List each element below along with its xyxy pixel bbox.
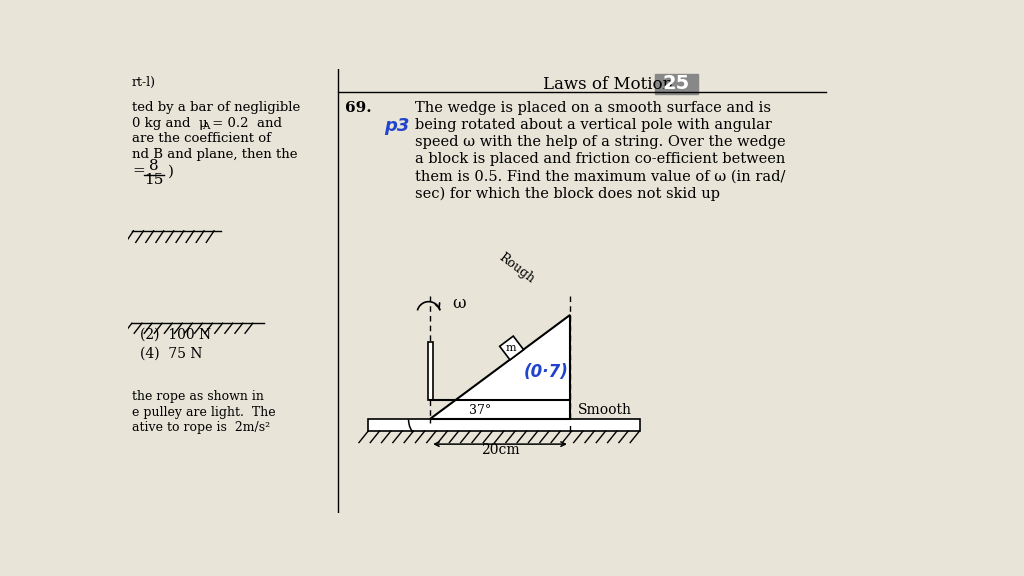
Text: The wedge is placed on a smooth surface and is: The wedge is placed on a smooth surface … xyxy=(415,101,771,115)
Text: being rotated about a vertical pole with angular: being rotated about a vertical pole with… xyxy=(415,119,772,132)
Text: ative to rope is  2m/s²: ative to rope is 2m/s² xyxy=(132,421,270,434)
Text: 25: 25 xyxy=(663,74,689,93)
Bar xyxy=(655,74,697,94)
Text: Rough: Rough xyxy=(497,250,538,285)
Text: nd B and plane, then the: nd B and plane, then the xyxy=(132,147,297,161)
Text: Smooth: Smooth xyxy=(578,403,632,417)
Text: Laws of Motion: Laws of Motion xyxy=(544,76,674,93)
Text: m: m xyxy=(506,343,516,353)
Text: (2)  100 N: (2) 100 N xyxy=(139,328,211,342)
Polygon shape xyxy=(500,336,523,360)
Text: them is 0.5. Find the maximum value of ω (in rad/: them is 0.5. Find the maximum value of ω… xyxy=(415,169,785,183)
Text: speed ω with the help of a string. Over the wedge: speed ω with the help of a string. Over … xyxy=(415,135,785,149)
Text: (0·7): (0·7) xyxy=(523,363,568,381)
Text: ted by a bar of negligible: ted by a bar of negligible xyxy=(132,101,300,115)
Text: 20cm: 20cm xyxy=(480,443,519,457)
Polygon shape xyxy=(430,315,569,419)
Text: a block is placed and friction co-efficient between: a block is placed and friction co-effici… xyxy=(415,152,785,166)
Text: (4)  75 N: (4) 75 N xyxy=(139,347,202,361)
Bar xyxy=(428,343,432,400)
Text: 37°: 37° xyxy=(469,404,492,417)
Text: 0 kg and  μ: 0 kg and μ xyxy=(132,117,208,130)
Text: 15: 15 xyxy=(144,173,163,187)
Text: sec) for which the block does not skid up: sec) for which the block does not skid u… xyxy=(415,186,720,200)
Text: p3: p3 xyxy=(384,117,410,135)
Bar xyxy=(369,419,640,431)
Text: the rope as shown in: the rope as shown in xyxy=(132,390,264,403)
Bar xyxy=(128,69,338,513)
Text: =: = xyxy=(132,164,144,179)
Text: e pulley are light.  The: e pulley are light. The xyxy=(132,406,275,419)
Text: ω: ω xyxy=(452,295,466,312)
Text: = 0.2  and: = 0.2 and xyxy=(208,117,282,130)
Text: are the coefficient of: are the coefficient of xyxy=(132,132,271,145)
Text: rt-l): rt-l) xyxy=(132,76,156,89)
Text: 69.: 69. xyxy=(345,101,372,115)
Text: A: A xyxy=(202,122,209,131)
Text: ): ) xyxy=(168,164,173,179)
Text: 8: 8 xyxy=(148,159,159,173)
